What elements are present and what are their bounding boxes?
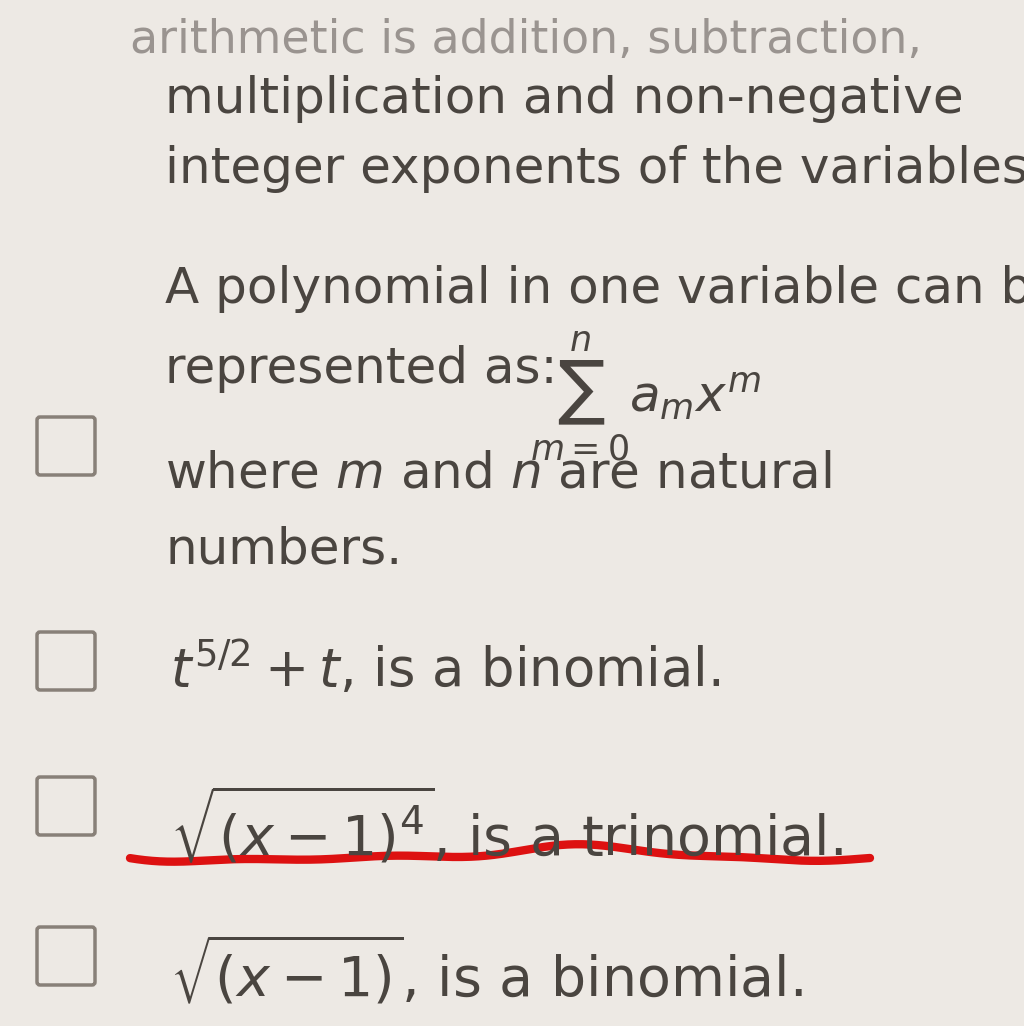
Text: multiplication and non-negative: multiplication and non-negative	[165, 75, 964, 123]
Text: arithmetic is addition, subtraction,: arithmetic is addition, subtraction,	[130, 18, 922, 63]
Text: represented as:: represented as:	[165, 345, 557, 393]
Text: $t^{5/2} + t$, is a binomial.: $t^{5/2} + t$, is a binomial.	[170, 640, 721, 699]
Text: integer exponents of the variables.: integer exponents of the variables.	[165, 145, 1024, 193]
Text: numbers.: numbers.	[165, 525, 402, 573]
Text: $\sqrt{(x-1)^4}$, is a trinomial.: $\sqrt{(x-1)^4}$, is a trinomial.	[170, 785, 843, 867]
Text: A polynomial in one variable can be: A polynomial in one variable can be	[165, 265, 1024, 313]
Text: where $m$ and $n$ are natural: where $m$ and $n$ are natural	[165, 450, 831, 498]
Text: $\sqrt{(x-1)}$, is a binomial.: $\sqrt{(x-1)}$, is a binomial.	[170, 935, 803, 1009]
Text: $\sum_{m=0}^{n} a_m x^m$: $\sum_{m=0}^{n} a_m x^m$	[530, 330, 761, 465]
